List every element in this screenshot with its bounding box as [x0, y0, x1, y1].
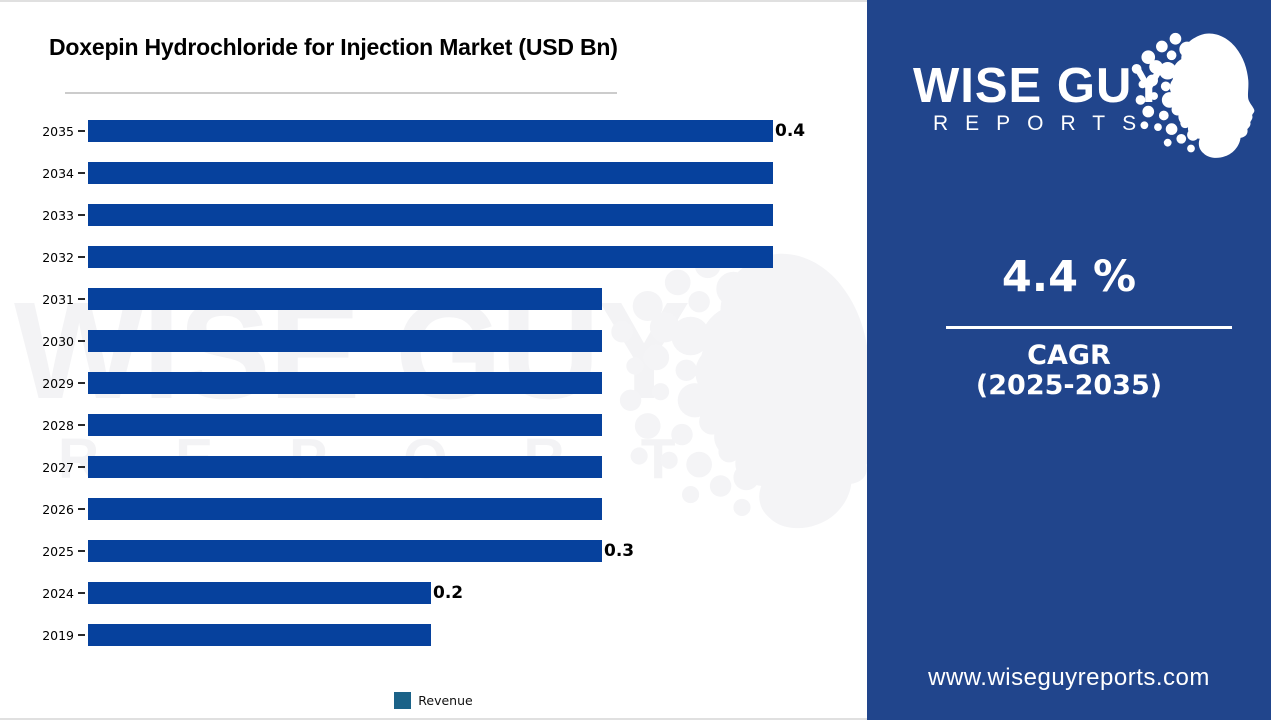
website-url: www.wiseguyreports.com — [928, 664, 1210, 691]
revenue-bar-2024 — [88, 582, 431, 604]
year-tick-label: 2024 — [42, 585, 74, 601]
year-tick-label: 2031 — [42, 291, 74, 307]
legend-swatch — [394, 692, 412, 709]
axis-tick — [78, 508, 85, 510]
bottom-edge-line — [0, 718, 867, 720]
revenue-bar-2030 — [88, 330, 602, 352]
bar-value-label: 0.2 — [433, 583, 464, 603]
year-tick-label: 2028 — [42, 417, 74, 433]
revenue-bar-2034 — [88, 162, 773, 184]
bar-row: 2032 — [0, 236, 867, 278]
year-tick-label: 2030 — [42, 333, 74, 349]
axis-tick — [78, 256, 85, 258]
axis-tick — [78, 592, 85, 594]
bar-row: 2026 — [0, 488, 867, 530]
axis-tick — [78, 172, 85, 174]
axis-tick — [78, 214, 85, 216]
revenue-bar-2033 — [88, 204, 773, 226]
bar-row: 2031 — [0, 278, 867, 320]
year-tick-label: 2019 — [42, 627, 74, 643]
revenue-bar-2028 — [88, 414, 602, 436]
face-profile-logo-icon — [1131, 32, 1255, 158]
revenue-bar-2031 — [88, 288, 602, 310]
revenue-bar-2029 — [88, 372, 602, 394]
revenue-bar-2032 — [88, 246, 773, 268]
cagr-value: 4.4 % — [1001, 252, 1137, 302]
year-tick-label: 2033 — [42, 207, 74, 223]
axis-tick — [78, 466, 85, 468]
year-tick-label: 2025 — [42, 543, 74, 559]
bar-row: 2025 0.3 — [0, 530, 867, 572]
axis-tick — [78, 382, 85, 384]
axis-tick — [78, 550, 85, 552]
year-tick-label: 2029 — [42, 375, 74, 391]
bar-value-label: 0.4 — [775, 121, 806, 141]
revenue-bar-2019 — [88, 624, 431, 646]
revenue-bar-2026 — [88, 498, 602, 520]
bar-row: 2033 — [0, 194, 867, 236]
cagr-divider-line — [946, 326, 1233, 329]
year-tick-label: 2027 — [42, 459, 74, 475]
top-edge-line — [0, 0, 867, 2]
axis-tick — [78, 424, 85, 426]
legend-label: Revenue — [418, 693, 473, 708]
revenue-bar-2035 — [88, 120, 773, 142]
bar-row: 2035 0.4 — [0, 110, 867, 152]
bar-row: 2029 — [0, 362, 867, 404]
axis-tick — [78, 340, 85, 342]
cagr-label: CAGR — [1027, 340, 1111, 371]
bar-row: 2030 — [0, 320, 867, 362]
bar-row: 2034 — [0, 152, 867, 194]
chart-side: WISE GUY REPORTS — [0, 34, 867, 709]
bar-row: 2019 — [0, 614, 867, 656]
logo-wiseguy-text: WISE GUY — [913, 59, 1167, 113]
bar-row: 2027 — [0, 446, 867, 488]
revenue-bar-2027 — [88, 456, 602, 478]
chart-rows: 2035 0.4 2034 2033 2032 2031 2030 2029 2028 2027 2… — [0, 110, 867, 656]
year-tick-label: 2026 — [42, 501, 74, 517]
axis-tick — [78, 634, 85, 636]
title-divider-line — [65, 92, 617, 94]
revenue-bar-2025 — [88, 540, 602, 562]
chart-title: Doxepin Hydrochloride for Injection Mark… — [49, 34, 618, 60]
year-tick-label: 2032 — [42, 249, 74, 265]
chart-legend: Revenue — [0, 692, 867, 709]
bar-value-label: 0.3 — [604, 541, 635, 561]
bar-row: 2028 — [0, 404, 867, 446]
axis-tick — [78, 298, 85, 300]
bar-row: 2024 0.2 — [0, 572, 867, 614]
cagr-period: (2025-2035) — [975, 370, 1163, 401]
logo-reports-text: REPORTS — [933, 112, 1154, 135]
brand-panel: WISE GUY REPORTS 4.4 % CAGR (2025-203 — [867, 0, 1271, 720]
year-tick-label: 2034 — [42, 165, 74, 181]
year-tick-label: 2035 — [42, 123, 74, 139]
axis-tick — [78, 130, 85, 132]
